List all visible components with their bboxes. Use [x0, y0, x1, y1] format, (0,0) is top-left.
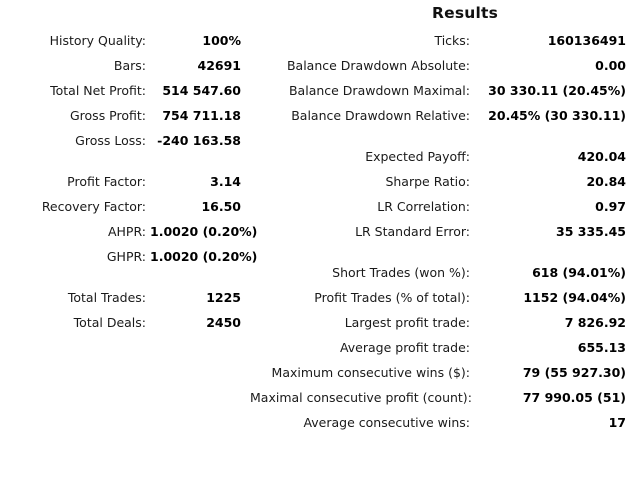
stat-row: Average profit trade: 655.13 [250, 338, 640, 358]
stat-label: Balance Drawdown Maximal: [288, 83, 470, 98]
stat-row: Gross Profit: 754 711.18 [0, 106, 250, 126]
page-title-text: Results [431, 4, 499, 22]
stat-value: 42691 [197, 58, 242, 73]
stat-row: Average consecutive wins: 17 [250, 413, 640, 433]
stat-row: Expected Payoff: 420.04 [250, 147, 640, 167]
stat-label: Expected Payoff: [365, 149, 470, 164]
stat-value: 618 (94.01%) [532, 265, 626, 280]
stat-label: GHPR: [106, 249, 146, 264]
stat-row: Recovery Factor: 16.50 [0, 197, 250, 217]
stat-label: History Quality: [49, 33, 146, 48]
stat-value: 20.84 [586, 174, 626, 189]
stat-value: 79 (55 927.30) [522, 365, 626, 380]
stat-label: Total Trades: [67, 290, 146, 305]
stat-label: AHPR: [107, 224, 146, 239]
stat-row: Short Trades (won %): 618 (94.01%) [250, 263, 640, 283]
stat-row: AHPR: 1.0020 (0.20%) [0, 222, 258, 242]
stat-value: 77 990.05 (51) [522, 390, 626, 405]
stat-row: Balance Drawdown Absolute: 0.00 [250, 56, 640, 76]
stat-label: Profit Factor: [67, 174, 146, 189]
stat-label: Profit Trades (% of total): [314, 290, 470, 305]
stat-row: Gross Loss: -240 163.58 [0, 131, 250, 151]
stat-row: Total Deals: 2450 [0, 313, 250, 333]
stat-row: Balance Drawdown Relative: 20.45% (30 330… [250, 106, 640, 126]
stat-row: Balance Drawdown Maximal: 30 330.11 (20.4… [250, 81, 640, 101]
page-title: Results [0, 4, 640, 22]
stat-value: -240 163.58 [157, 133, 241, 148]
stat-value: 7 826.92 [564, 315, 626, 330]
stat-row: LR Standard Error: 35 335.45 [250, 222, 640, 242]
stat-label: Average profit trade: [339, 340, 470, 355]
stat-label: Total Net Profit: [50, 83, 146, 98]
stat-row: Maximal consecutive profit (count): 77 99… [250, 388, 640, 408]
stat-label: Total Deals: [73, 315, 146, 330]
stat-label: Sharpe Ratio: [385, 174, 470, 189]
stat-value: 20.45% (30 330.11) [488, 108, 626, 123]
stat-label: Bars: [113, 58, 146, 73]
stat-value: 0.97 [595, 199, 626, 214]
stat-value: 754 711.18 [162, 108, 241, 123]
stat-value: 1225 [206, 290, 241, 305]
stat-value: 16.50 [201, 199, 241, 214]
stat-label: Maximal consecutive profit (count): [250, 390, 472, 405]
stat-value: 2450 [206, 315, 241, 330]
stat-label: Ticks: [434, 33, 470, 48]
stat-label: Short Trades (won %): [332, 265, 470, 280]
stat-row: Total Trades: 1225 [0, 288, 250, 308]
stat-label: Recovery Factor: [41, 199, 146, 214]
stat-row: Bars: 42691 [0, 56, 250, 76]
stat-label: LR Standard Error: [355, 224, 470, 239]
stat-row: Profit Trades (% of total): 1152 (94.04%) [250, 288, 640, 308]
stat-row: GHPR: 1.0020 (0.20%) [0, 247, 258, 267]
stat-row: Maximum consecutive wins ($): 79 (55 927.… [250, 363, 640, 383]
stat-value: 514 547.60 [162, 83, 241, 98]
stat-row: Ticks: 160136491 [250, 31, 640, 51]
stat-row: Profit Factor: 3.14 [0, 172, 250, 192]
stat-value: 1.0020 (0.20%) [150, 224, 258, 239]
stat-row: LR Correlation: 0.97 [250, 197, 640, 217]
stat-value: 100% [202, 33, 241, 48]
stat-label: Balance Drawdown Relative: [291, 108, 470, 123]
stat-label: LR Correlation: [377, 199, 470, 214]
stat-value: 0.00 [595, 58, 626, 73]
stat-row: Total Net Profit: 514 547.60 [0, 81, 250, 101]
stat-value: 160136491 [547, 33, 626, 48]
stat-value: 30 330.11 (20.45%) [488, 83, 626, 98]
stat-value: 3.14 [210, 174, 241, 189]
stat-value: 420.04 [577, 149, 626, 164]
stat-value: 1.0020 (0.20%) [150, 249, 258, 264]
stat-row: History Quality: 100% [0, 31, 250, 51]
stat-label: Gross Profit: [69, 108, 146, 123]
stat-row: Sharpe Ratio: 20.84 [250, 172, 640, 192]
stat-value: 1152 (94.04%) [523, 290, 626, 305]
stat-value: 655.13 [577, 340, 626, 355]
stat-label: Balance Drawdown Absolute: [286, 58, 470, 73]
stat-label: Average consecutive wins: [303, 415, 470, 430]
stat-row: Largest profit trade: 7 826.92 [250, 313, 640, 333]
stat-label: Maximum consecutive wins ($): [271, 365, 470, 380]
stat-label: Largest profit trade: [344, 315, 470, 330]
stat-value: 17 [608, 415, 626, 430]
stat-value: 35 335.45 [556, 224, 626, 239]
stat-label: Gross Loss: [75, 133, 146, 148]
